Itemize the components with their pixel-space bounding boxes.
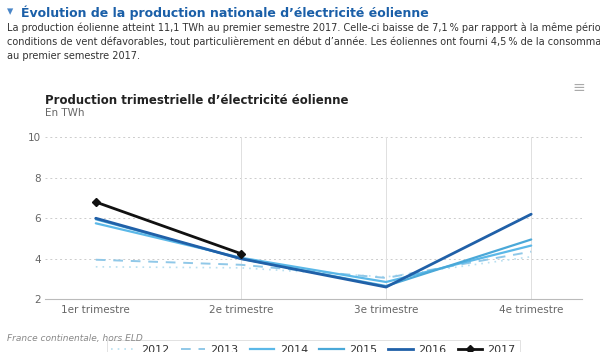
Text: conditions de vent défavorables, tout particulièrement en début d’année. Les éol: conditions de vent défavorables, tout pa… — [7, 37, 600, 48]
Text: au premier semestre 2017.: au premier semestre 2017. — [7, 51, 140, 61]
Text: ▾: ▾ — [7, 5, 13, 18]
Text: La production éolienne atteint 11,1 TWh au premier semestre 2017. Celle-ci baiss: La production éolienne atteint 11,1 TWh … — [7, 23, 600, 33]
Text: ≡: ≡ — [572, 80, 585, 95]
Text: En TWh: En TWh — [45, 108, 85, 118]
Text: France continentale, hors ELD: France continentale, hors ELD — [7, 334, 143, 343]
Text: Production trimestrielle d’électricité éolienne: Production trimestrielle d’électricité é… — [45, 94, 349, 107]
Legend: 2012, 2013, 2014, 2015, 2016, 2017: 2012, 2013, 2014, 2015, 2016, 2017 — [107, 340, 520, 352]
Text: Évolution de la production nationale d’électricité éolienne: Évolution de la production nationale d’é… — [21, 5, 429, 20]
